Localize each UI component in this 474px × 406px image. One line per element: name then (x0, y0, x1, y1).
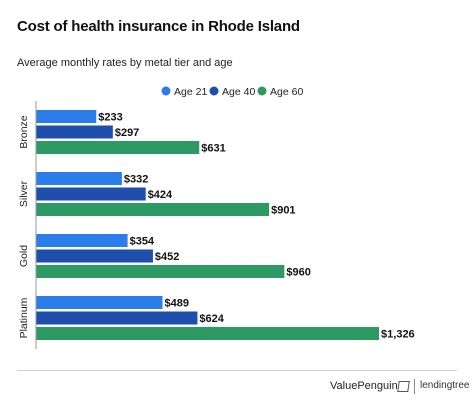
category-label-platinum: Platinum (18, 297, 30, 338)
data-label-gold-age-40: $452 (155, 251, 179, 263)
legend-marker-age-40 (209, 86, 219, 96)
bar-gold-age-40 (36, 249, 153, 263)
footer-divider (17, 370, 457, 371)
data-label-gold-age-21: $354 (130, 236, 155, 248)
bar-gold-age-60 (36, 265, 285, 278)
data-label-gold-age-60: $960 (286, 267, 310, 279)
bar-bronze-age-60 (36, 141, 200, 154)
legend-marker-age-60 (257, 86, 267, 96)
legend-label-age-60: Age 60 (270, 86, 303, 98)
bar-platinum-age-40 (36, 311, 198, 325)
data-label-platinum-age-40: $624 (199, 313, 224, 325)
bar-bronze-age-21 (36, 110, 97, 123)
chart-subtitle: Average monthly rates by metal tier and … (17, 57, 233, 69)
category-label-gold: Gold (18, 245, 30, 267)
data-label-silver-age-40: $424 (148, 189, 173, 201)
legend-label-age-40: Age 40 (222, 86, 255, 98)
data-label-bronze-age-21: $233 (98, 112, 122, 124)
valuepenguin-icon (397, 381, 410, 392)
data-label-platinum-age-21: $489 (165, 298, 189, 310)
brand-separator (414, 379, 415, 394)
bar-platinum-age-21 (36, 296, 163, 309)
data-label-silver-age-60: $901 (271, 205, 295, 217)
category-label-bronze: Bronze (18, 115, 30, 148)
bar-silver-age-21 (36, 172, 122, 185)
chart-title: Cost of health insurance in Rhode Island (17, 18, 300, 35)
bar-silver-age-60 (36, 203, 270, 216)
bar-gold-age-21 (36, 234, 128, 247)
category-label-silver: Silver (18, 180, 30, 207)
bar-platinum-age-60 (36, 327, 380, 340)
data-label-platinum-age-60: $1,326 (381, 329, 415, 341)
data-label-bronze-age-60: $631 (201, 143, 225, 155)
bar-bronze-age-40 (36, 125, 113, 139)
legend-marker-age-21 (161, 86, 171, 96)
data-label-bronze-age-40: $297 (115, 127, 139, 139)
lendingtree-logo: lendingtree (420, 380, 470, 391)
valuepenguin-logo: ValuePenguin (330, 380, 398, 392)
data-label-silver-age-21: $332 (124, 174, 148, 186)
bar-silver-age-40 (36, 187, 146, 201)
legend-label-age-21: Age 21 (174, 86, 207, 98)
